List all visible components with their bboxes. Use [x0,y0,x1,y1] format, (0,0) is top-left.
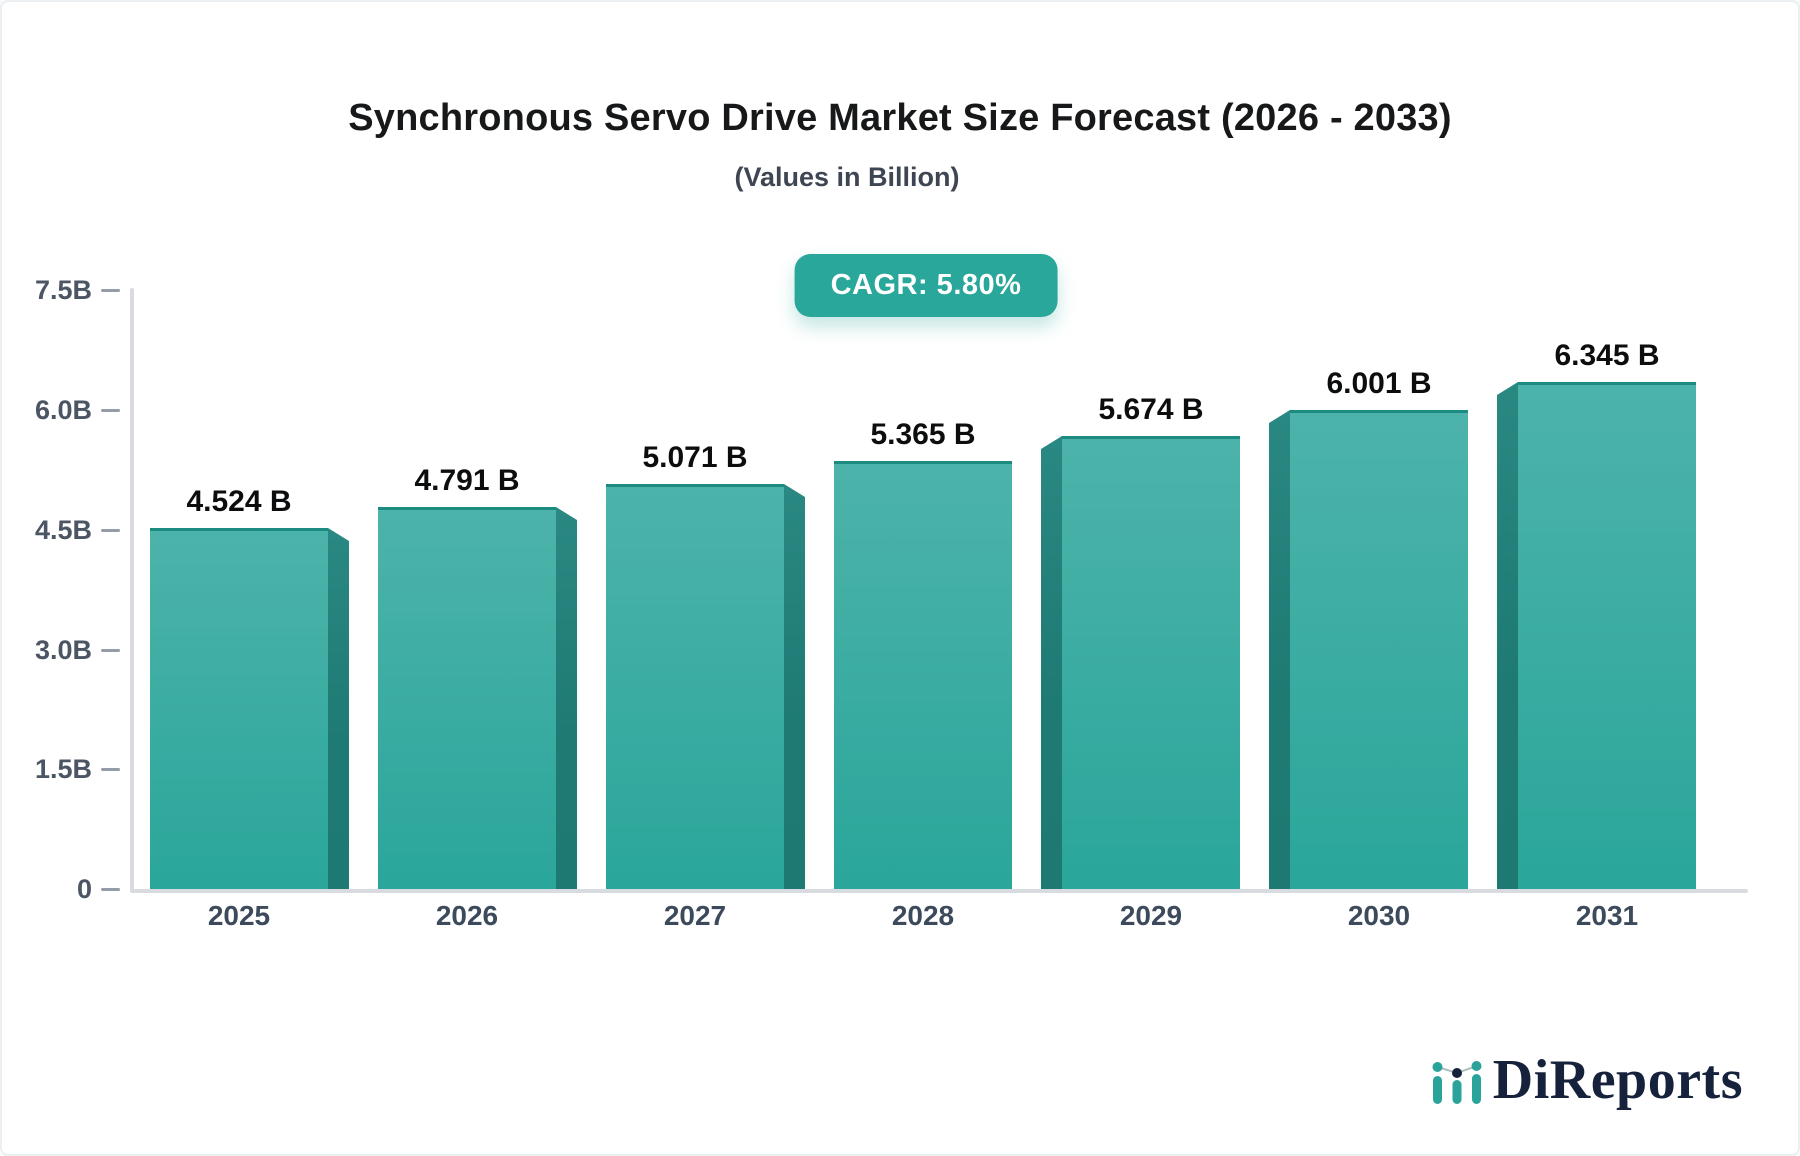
y-axis-tick-label: 3.0B [34,635,92,665]
bar-2027 [606,484,805,889]
y-axis-tick [101,529,120,532]
y-axis-tick [101,768,120,771]
bar-side-face [328,528,349,889]
bar-face [606,484,784,889]
bar-face [378,507,556,889]
bar-2026 [378,507,577,889]
bar-side-face [784,484,805,889]
cagr-badge: CAGR: 5.80% [794,254,1058,317]
x-axis-label: 2026 [435,900,499,931]
bar-face [1518,382,1696,889]
bar-face [834,461,1012,889]
bar-side-face [1041,436,1062,889]
x-axis-label: 2031 [1575,900,1639,931]
bar-value-label: 5.365 B [870,418,976,451]
bar-2030 [1269,410,1468,889]
y-axis-line [130,288,134,891]
y-axis-tick-label: 4.5B [34,515,92,545]
x-axis-label: 2029 [1119,900,1183,931]
bar-value-label: 4.791 B [414,464,520,497]
bar-side-face [556,507,577,889]
y-axis-tick-label: 0 [76,874,92,904]
bar-face [1290,410,1468,889]
x-axis-line [130,889,1748,893]
brand-name: DiReports [1492,1049,1743,1111]
bar-2031 [1497,382,1696,889]
y-axis-tick [101,409,120,412]
bar-side-face [1269,410,1290,889]
bar-value-label: 5.071 B [642,441,748,474]
bar-2029 [1041,436,1240,889]
x-axis-label: 2027 [663,900,727,931]
bar-value-label: 4.524 B [186,485,292,518]
bar-side-face [1497,382,1518,889]
y-axis-tick [101,888,120,891]
y-axis-tick [101,649,120,652]
y-axis-tick-label: 6.0B [34,395,92,425]
bar-value-label: 5.674 B [1098,393,1204,426]
x-axis-label: 2028 [891,900,955,931]
bar-2025 [150,528,349,889]
bar-value-label: 6.345 B [1554,339,1660,372]
bar-2028 [834,461,1012,889]
bar-value-label: 6.001 B [1326,367,1432,400]
mini-bar-chart-icon [1432,1061,1482,1104]
bar-face [150,528,328,889]
x-axis-label: 2030 [1347,900,1411,931]
chart-subtitle: (Values in Billion) [734,162,960,192]
page-title: Synchronous Servo Drive Market Size Fore… [348,97,1452,139]
bar-face [1062,436,1240,889]
y-axis-tick-label: 7.5B [34,275,92,305]
y-axis-tick-label: 1.5B [34,754,92,784]
y-axis-tick [101,289,120,292]
x-axis-label: 2025 [207,900,271,931]
brand-logo: DiReports [1431,1052,1743,1108]
